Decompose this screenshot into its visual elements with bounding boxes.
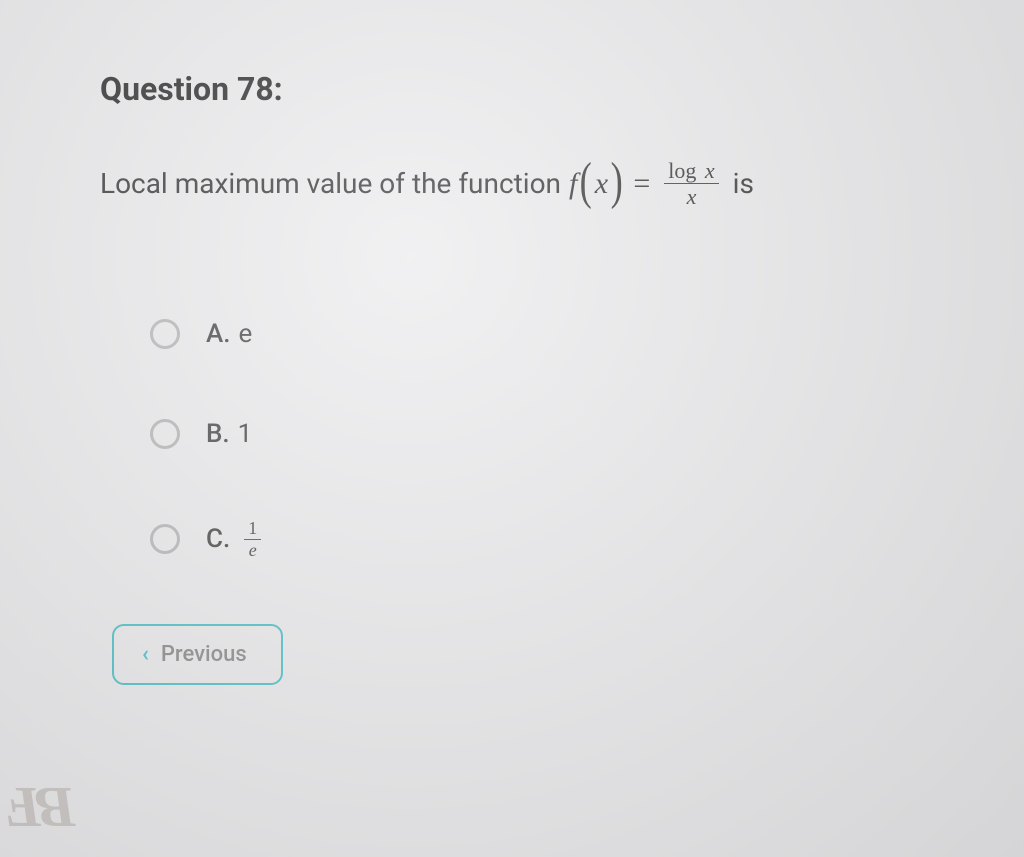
radio-icon[interactable] bbox=[150, 419, 180, 449]
function-expression: f ( x ) = log x x bbox=[569, 158, 725, 209]
func-f: f bbox=[569, 158, 577, 209]
option-b[interactable]: B. 1 bbox=[150, 419, 934, 449]
option-letter: B. bbox=[206, 419, 230, 449]
option-text: 1 bbox=[238, 419, 253, 449]
question-stem: Local maximum value of the function f ( … bbox=[100, 158, 934, 209]
func-arg: x bbox=[595, 158, 608, 209]
previous-label: Previous bbox=[161, 642, 247, 667]
log-text: log bbox=[668, 158, 696, 183]
previous-button[interactable]: ‹ Previous bbox=[112, 624, 283, 685]
question-card: Question 78: Local maximum value of the … bbox=[0, 0, 1024, 725]
log-arg: x bbox=[705, 158, 715, 183]
equals-sign: = bbox=[633, 158, 650, 209]
fraction-denominator: e bbox=[245, 541, 261, 560]
option-letter: A. bbox=[206, 319, 230, 349]
radio-icon[interactable] bbox=[150, 524, 180, 554]
stem-prefix: Local maximum value of the function bbox=[100, 160, 561, 208]
stem-suffix: is bbox=[733, 160, 754, 208]
option-letter: C. bbox=[206, 524, 230, 554]
question-number: Question 78: bbox=[100, 70, 934, 108]
option-c-fraction: 1 e bbox=[244, 519, 261, 560]
fraction-logx-over-x: log x x bbox=[664, 159, 718, 208]
option-a-label: A. e bbox=[206, 319, 252, 349]
fraction-numerator: 1 bbox=[244, 519, 261, 538]
open-paren: ( bbox=[580, 166, 592, 197]
option-text: e bbox=[238, 319, 252, 349]
fraction-denominator: x bbox=[683, 185, 701, 208]
watermark: BF bbox=[3, 774, 79, 841]
options-list: A. e B. 1 C. 1 e bbox=[100, 319, 934, 560]
option-b-label: B. 1 bbox=[206, 419, 252, 449]
chevron-left-icon: ‹ bbox=[142, 642, 149, 667]
option-c-label: C. 1 e bbox=[206, 519, 267, 560]
radio-icon[interactable] bbox=[150, 319, 180, 349]
option-a[interactable]: A. e bbox=[150, 319, 934, 349]
close-paren: ) bbox=[611, 166, 623, 197]
option-c[interactable]: C. 1 e bbox=[150, 519, 934, 560]
fraction-numerator: log x bbox=[664, 159, 718, 182]
